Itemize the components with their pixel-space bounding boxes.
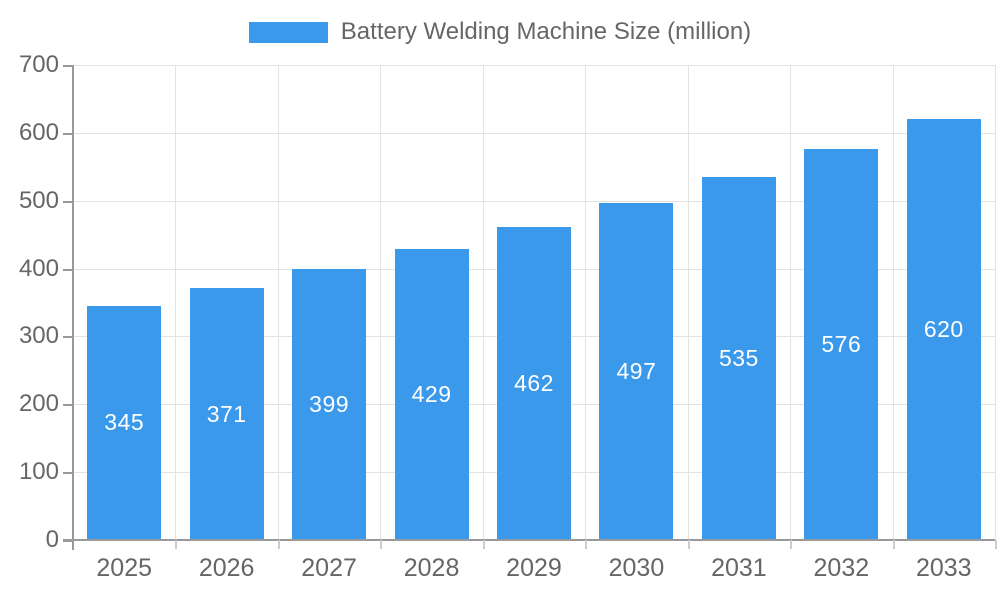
y-axis-label: 0: [45, 526, 59, 553]
x-axis-label: 2033: [915, 554, 972, 582]
y-tick: [63, 132, 73, 135]
bar: 399: [292, 269, 367, 540]
y-tick: [63, 200, 73, 203]
legend-item[interactable]: Battery Welding Machine Size (million): [248, 18, 752, 46]
bar-value-label: 497: [616, 357, 657, 384]
x-tick: [380, 540, 383, 549]
x-tick: [277, 540, 280, 549]
bar-value-label: 399: [309, 391, 350, 418]
x-tick: [585, 540, 588, 549]
y-tick: [63, 336, 73, 339]
y-tick: [63, 472, 73, 475]
x-tick: [892, 540, 895, 549]
bar-value-label: 429: [411, 380, 452, 407]
legend-label: Battery Welding Machine Size (million): [340, 18, 752, 45]
bar: 371: [189, 288, 264, 540]
bar: 535: [701, 176, 776, 540]
plot-area: 345 371 399 429 462 497 535 576 620: [63, 65, 996, 550]
y-axis-label: 700: [18, 51, 59, 78]
y-tick: [63, 404, 73, 407]
x-axis-label: 2029: [506, 554, 562, 582]
bar-value-label: 345: [104, 409, 145, 436]
legend: Battery Welding Machine Size (million): [0, 18, 1000, 46]
y-axis-line: [72, 65, 74, 550]
gridline-horizontal: [73, 65, 995, 66]
gridline-vertical: [175, 65, 177, 540]
x-tick: [995, 540, 997, 549]
x-axis-label: 2026: [198, 554, 255, 582]
x-axis-label: 2028: [403, 554, 460, 582]
gridline-horizontal: [73, 132, 995, 134]
y-axis-label: 300: [18, 322, 59, 350]
bar: 576: [804, 149, 879, 540]
x-tick: [175, 540, 178, 549]
gridline-vertical: [482, 65, 484, 540]
y-axis-label: 500: [18, 186, 59, 214]
x-tick: [482, 540, 485, 549]
y-axis-label: 600: [18, 118, 59, 146]
gridline-vertical: [995, 65, 996, 540]
x-tick: [790, 540, 793, 549]
bar: 620: [906, 119, 981, 540]
x-axis-line: [63, 539, 995, 541]
bar: 462: [497, 226, 571, 540]
bar-value-label: 576: [821, 331, 862, 358]
bar: 345: [87, 305, 162, 540]
x-axis-label: 2031: [711, 554, 767, 582]
x-tick: [687, 540, 690, 549]
bar-value-label: 462: [514, 369, 554, 396]
gridline-vertical: [277, 65, 279, 540]
y-tick: [63, 268, 73, 271]
gridline-vertical: [585, 65, 587, 540]
bar: 497: [599, 202, 674, 540]
gridline-vertical: [790, 65, 792, 540]
bar-value-label: 371: [206, 400, 247, 427]
legend-swatch-icon: [248, 21, 328, 43]
bar: 429: [394, 248, 469, 540]
gridline-vertical: [380, 65, 382, 540]
x-axis-label: 2030: [608, 554, 665, 582]
x-axis-label: 2032: [813, 554, 870, 582]
gridline-horizontal: [73, 200, 995, 202]
y-axis-label: 400: [18, 254, 59, 282]
gridline-vertical: [892, 65, 894, 540]
x-axis-label: 2027: [301, 554, 357, 582]
bar-value-label: 535: [718, 344, 759, 371]
y-tick: [63, 540, 73, 542]
y-axis-label: 200: [18, 390, 59, 418]
y-axis-label: 100: [18, 458, 59, 486]
gridline-vertical: [687, 65, 689, 540]
y-tick: [63, 65, 73, 67]
x-axis-label: 2025: [96, 554, 153, 582]
bar-value-label: 620: [923, 316, 964, 343]
